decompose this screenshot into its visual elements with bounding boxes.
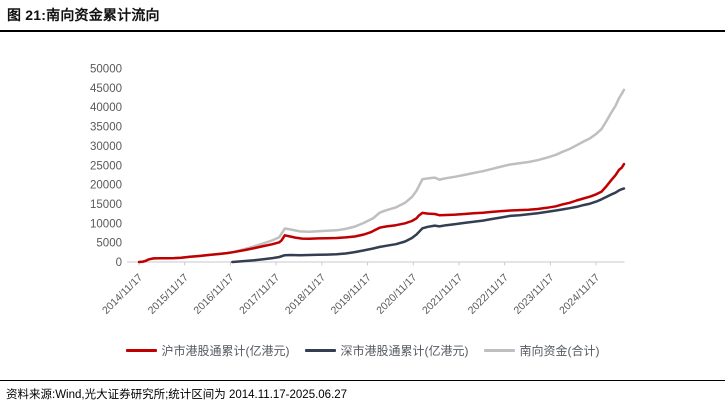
legend-item-total: 南向资金(合计) — [483, 342, 600, 359]
series-line-shenzhen — [231, 187, 626, 264]
footer-divider — [0, 380, 725, 381]
source-note: 资料来源:Wind,光大证券研究所;统计区间为 2014.11.17-2025.… — [6, 389, 348, 401]
line-chart: 0 5000 10000 15000 20000 25000 30000 35000 40000… — [90, 64, 626, 317]
x-tick-label: 2021/11/17 — [420, 272, 465, 317]
x-tick-label: 2024/11/17 — [557, 272, 602, 317]
y-tick-label: 45000 — [90, 83, 122, 95]
legend-line-swatch-navy — [304, 349, 336, 352]
chart-legend: 沪市港股通累计(亿港元) 深市港股通累计(亿港元) 南向资金(合计) — [0, 342, 725, 359]
y-tick-label: 25000 — [90, 160, 122, 172]
series-line-shanghai — [137, 162, 626, 264]
x-tick-label: 2023/11/17 — [511, 272, 556, 317]
legend-item-shenzhen: 深市港股通累计(亿港元) — [304, 342, 469, 359]
legend-item-shanghai: 沪市港股通累计(亿港元) — [125, 342, 290, 359]
x-tick-label: 2016/11/17 — [191, 272, 236, 317]
x-tick-label: 2022/11/17 — [466, 272, 511, 317]
x-tick-label: 2019/11/17 — [329, 272, 374, 317]
series-line-total — [137, 88, 626, 264]
y-tick-label: 20000 — [90, 180, 122, 192]
x-tick-label: 2014/11/17 — [100, 272, 145, 317]
legend-label: 沪市港股通累计(亿港元) — [161, 344, 290, 358]
y-tick-label: 40000 — [90, 102, 122, 114]
legend-label: 深市港股通累计(亿港元) — [340, 344, 469, 358]
y-tick-label: 50000 — [90, 64, 122, 76]
x-tick-label: 2017/11/17 — [237, 272, 282, 317]
title-divider — [0, 30, 725, 32]
x-tick-label: 2015/11/17 — [146, 272, 191, 317]
x-tick-label: 2018/11/17 — [283, 272, 328, 317]
legend-line-swatch-red — [125, 349, 157, 352]
y-tick-label: 10000 — [90, 218, 122, 230]
y-tick-label: 5000 — [96, 238, 122, 250]
y-tick-label: 30000 — [90, 141, 122, 153]
y-tick-label: 0 — [116, 257, 122, 269]
figure-title: 图 21:南向资金累计流向 — [7, 7, 160, 23]
legend-label: 南向资金(合计) — [519, 344, 600, 358]
legend-line-swatch-gray — [483, 349, 515, 352]
x-tick-label: 2020/11/17 — [374, 272, 419, 317]
y-tick-label: 15000 — [90, 199, 122, 211]
y-tick-label: 35000 — [90, 122, 122, 134]
